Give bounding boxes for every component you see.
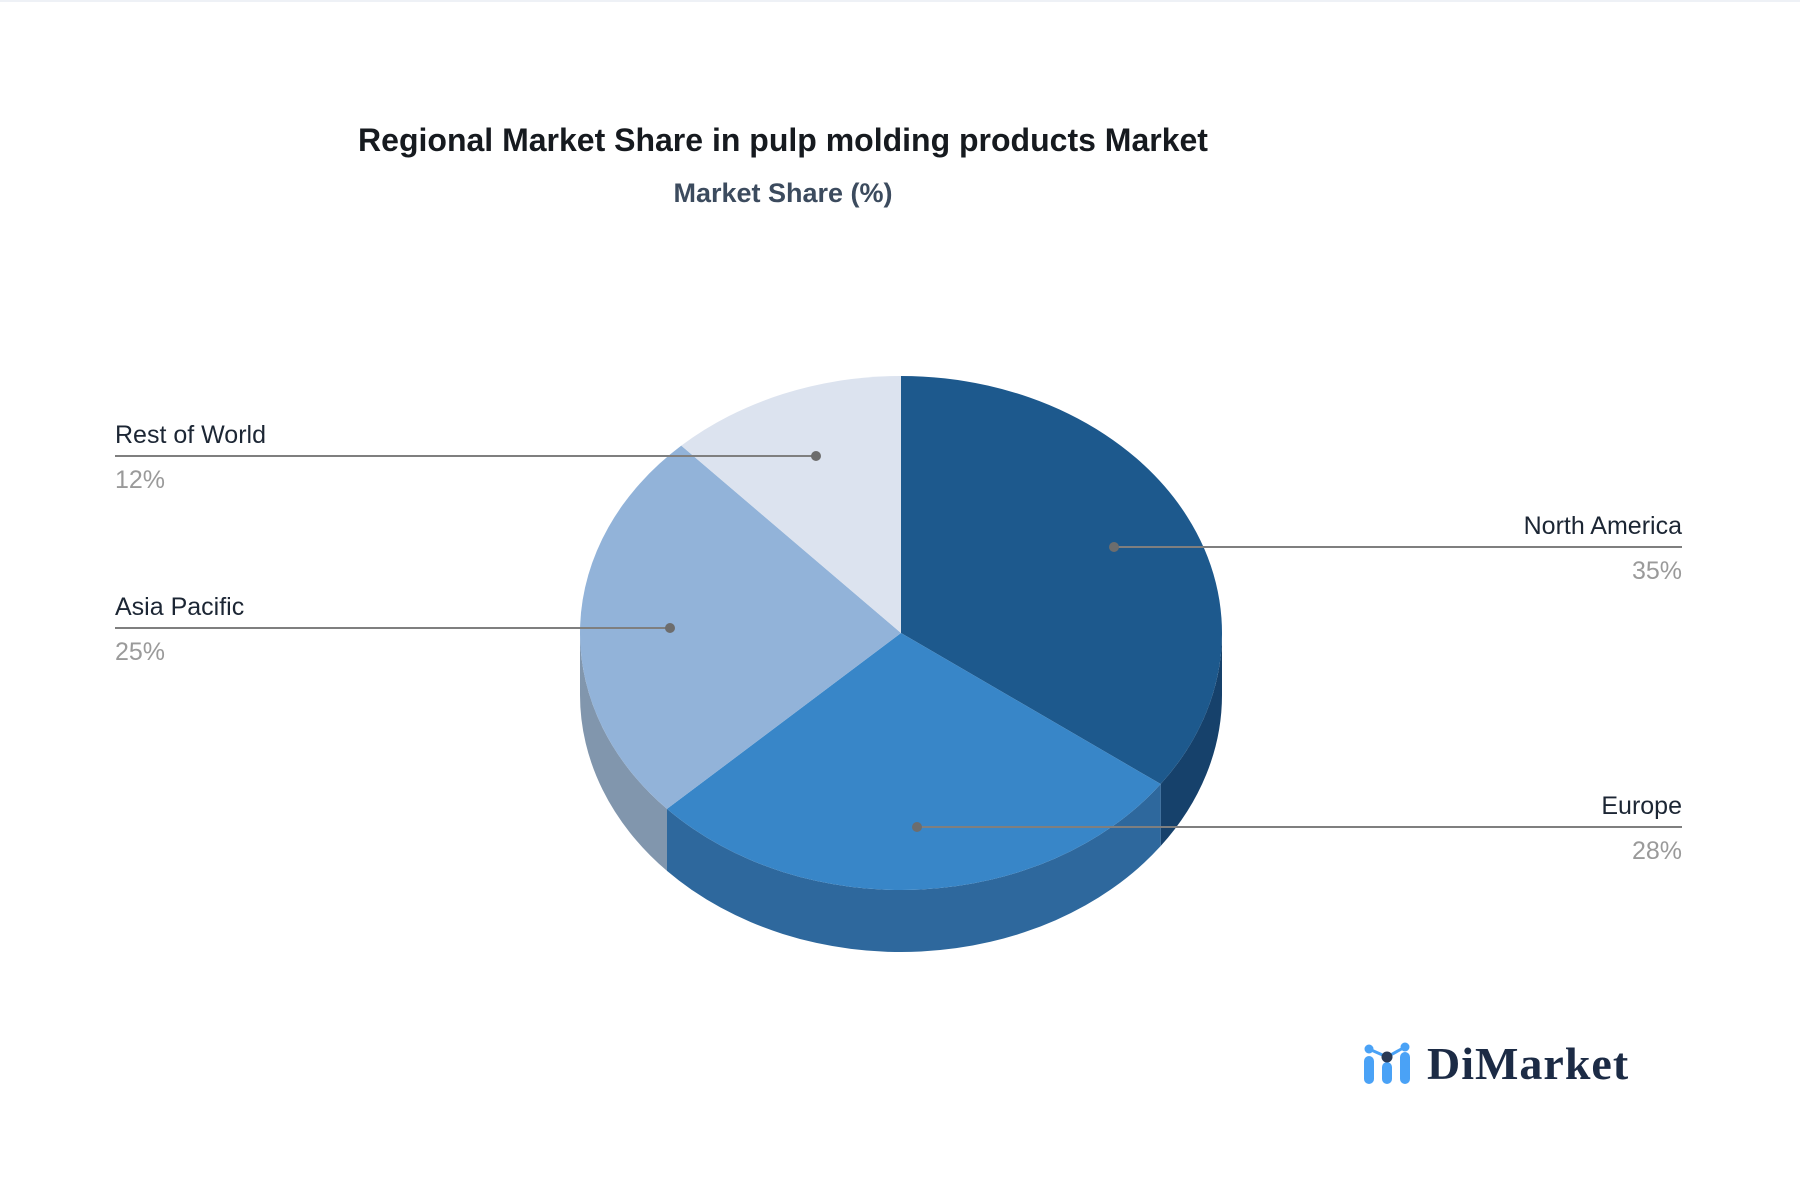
callout-value-asia-pacific: 25% bbox=[115, 638, 166, 666]
chart-subtitle: Market Share (%) bbox=[673, 178, 893, 208]
callout-value-europe: 28% bbox=[1631, 837, 1682, 865]
callout-dot-asia-pacific bbox=[665, 623, 675, 633]
pie-slice-europe[interactable] bbox=[667, 633, 1161, 891]
pie-slice-asia-pacific[interactable] bbox=[580, 445, 901, 809]
callout-label-north-america: North America bbox=[1523, 512, 1682, 540]
brand-logo: DiMarket bbox=[1362, 1038, 1630, 1089]
callout-value-north-america: 35% bbox=[1631, 557, 1682, 585]
chart-header: Regional Market Share in pulp molding pr… bbox=[0, 120, 1566, 210]
pie-slice-north-america[interactable] bbox=[901, 376, 1222, 785]
pie-slice-side-europe[interactable] bbox=[667, 784, 1161, 952]
bar-chart-logo-icon bbox=[1364, 1042, 1410, 1084]
pie-slice-side-asia-pacific[interactable] bbox=[580, 633, 668, 871]
pie-slice-side-north-america[interactable] bbox=[1160, 633, 1222, 847]
callout-label-asia-pacific: Asia Pacific bbox=[115, 593, 245, 621]
callout-value-rest-of-world: 12% bbox=[115, 466, 166, 494]
callout-label-europe: Europe bbox=[1601, 792, 1682, 820]
callout-dot-rest-of-world bbox=[811, 451, 821, 461]
pie-slice-rest-of-world[interactable] bbox=[681, 376, 901, 633]
chart-title: Regional Market Share in pulp molding pr… bbox=[358, 122, 1208, 158]
callout-dot-europe bbox=[912, 822, 922, 832]
callout-label-rest-of-world: Rest of World bbox=[115, 421, 266, 449]
callout-dot-north-america bbox=[1109, 542, 1119, 552]
brand-logo-text: DiMarket bbox=[1427, 1038, 1630, 1089]
window-top-edge bbox=[0, 0, 1800, 2]
